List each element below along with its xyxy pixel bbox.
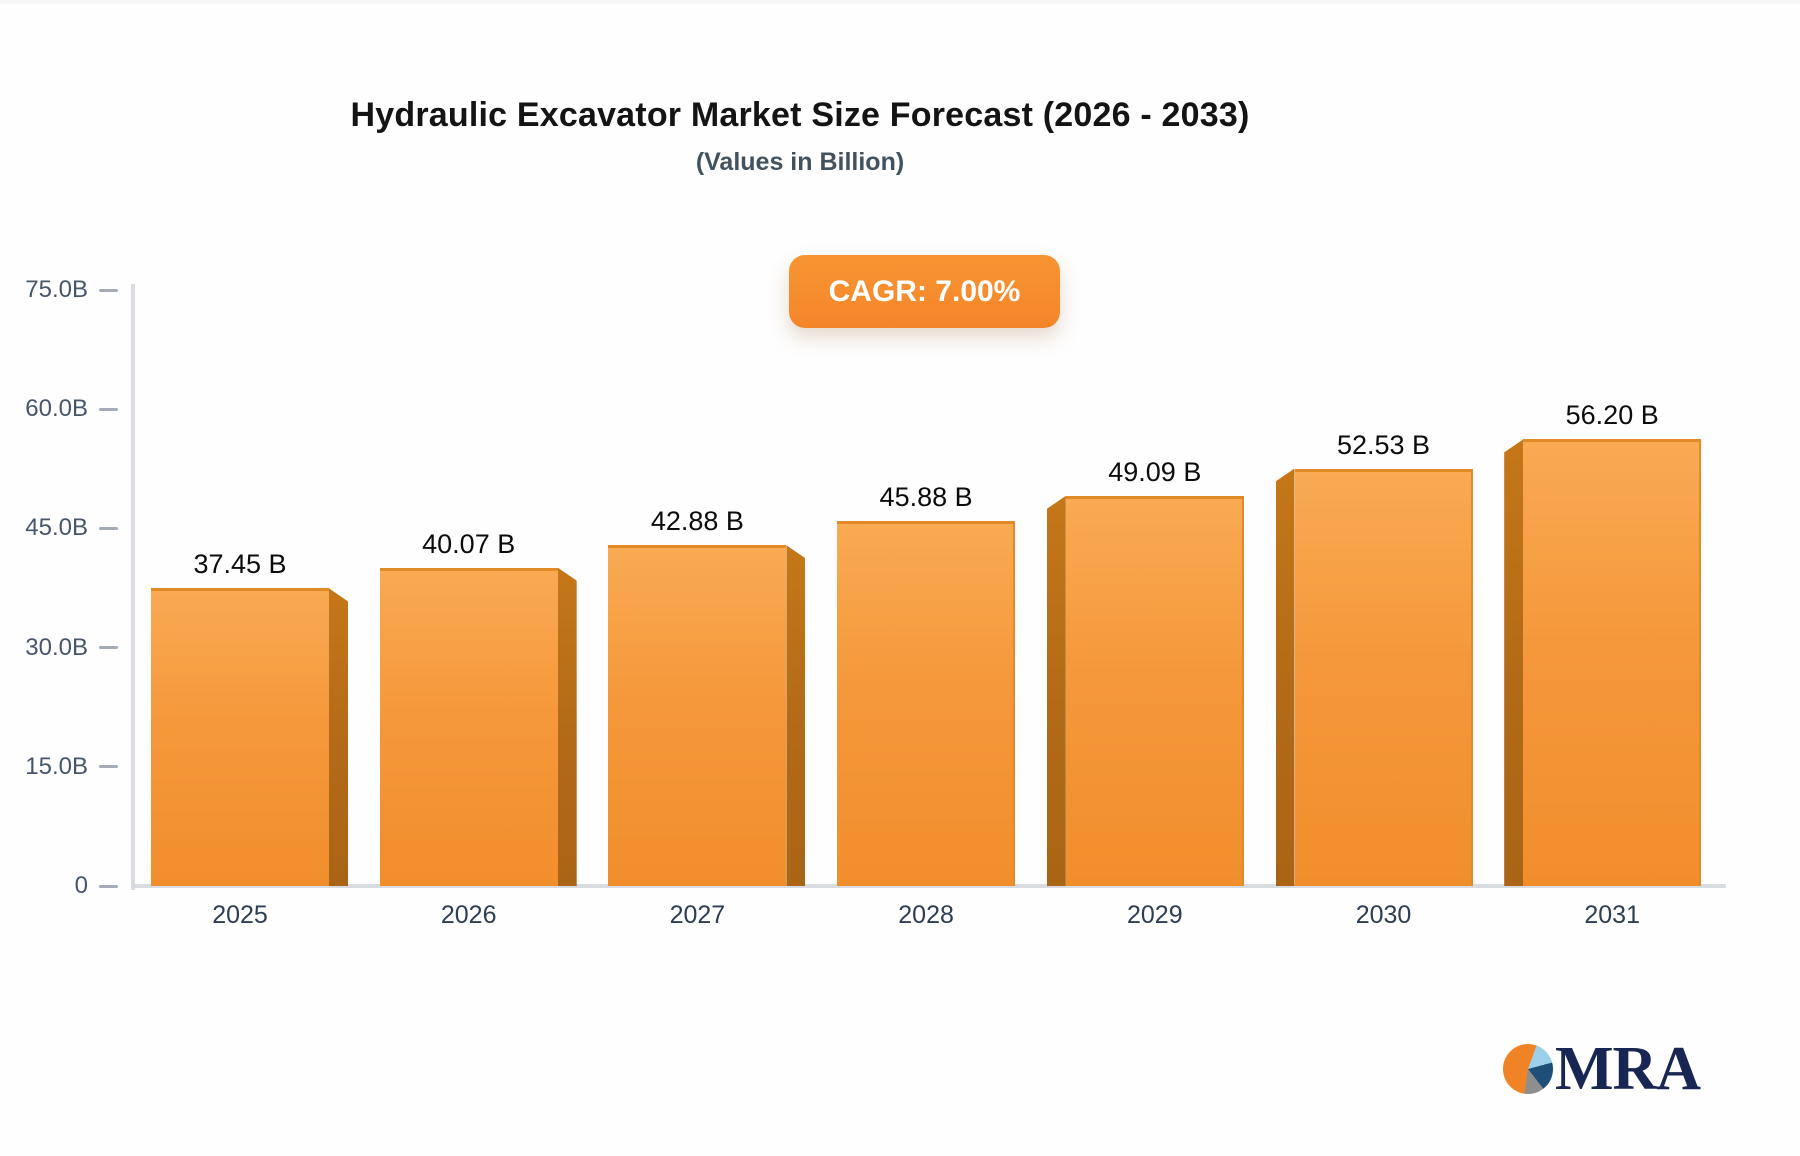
y-tick-label: 60.0B <box>25 395 88 423</box>
bar-side-panel <box>786 545 806 886</box>
bar-face <box>151 588 329 886</box>
bar-face <box>837 521 1016 886</box>
bar-value-label: 49.09 B <box>1108 456 1202 487</box>
bar-side-panel <box>557 567 577 886</box>
top-border-strip <box>0 0 1800 4</box>
x-axis-label: 2025 <box>212 901 268 929</box>
mra-logo: MRA <box>1503 1035 1701 1103</box>
y-tick-dash <box>99 646 118 650</box>
y-tick-dash <box>99 288 118 292</box>
bar-value-label: 52.53 B <box>1336 429 1431 460</box>
bar-value-label: 45.88 B <box>879 482 973 513</box>
y-tick-dash <box>99 765 118 769</box>
cagr-badge: CAGR: 7.00% <box>789 255 1060 328</box>
x-axis-label: 2031 <box>1584 901 1640 929</box>
cagr-badge-label: CAGR: 7.00% <box>828 274 1021 308</box>
bar-side-panel <box>1046 495 1066 886</box>
x-axis-label: 2028 <box>898 901 954 929</box>
y-tick-dash <box>99 526 118 530</box>
y-tick-label: 45.0B <box>25 514 88 542</box>
bar-value-label: 56.20 B <box>1565 400 1659 431</box>
bar-face <box>1065 495 1244 886</box>
x-axis-label: 2027 <box>669 901 726 929</box>
bar-value-label: 37.45 B <box>193 549 287 580</box>
bar-face <box>608 545 787 886</box>
y-tick-label: 75.0B <box>25 276 88 303</box>
y-tick-label: 30.0B <box>25 633 88 661</box>
bar-side-panel <box>1275 468 1295 886</box>
y-tick-label: 15.0B <box>25 752 88 780</box>
y-tick-label: 0 <box>74 872 88 899</box>
chart-title: Hydraulic Excavator Market Size Forecast… <box>350 96 1250 134</box>
bar-value-label: 42.88 B <box>650 506 744 537</box>
logo-text: MRA <box>1555 1035 1701 1103</box>
pie-chart-icon <box>1503 1044 1553 1094</box>
x-axis-label: 2029 <box>1126 901 1183 929</box>
x-axis-label: 2030 <box>1355 901 1412 929</box>
chart-subtitle: (Values in Billion) <box>695 148 905 176</box>
y-tick-dash <box>99 407 118 411</box>
bar-face <box>1294 468 1473 886</box>
bar-value-label: 40.07 B <box>422 528 516 559</box>
x-axis-label: 2026 <box>440 901 497 929</box>
x-axis-line <box>131 884 1726 888</box>
bar-face <box>1523 439 1702 886</box>
y-axis-line <box>131 284 135 890</box>
bar-face <box>379 567 558 886</box>
y-tick-dash <box>99 884 118 888</box>
bar-side-panel <box>1504 439 1524 886</box>
bar-side-panel <box>329 588 348 886</box>
